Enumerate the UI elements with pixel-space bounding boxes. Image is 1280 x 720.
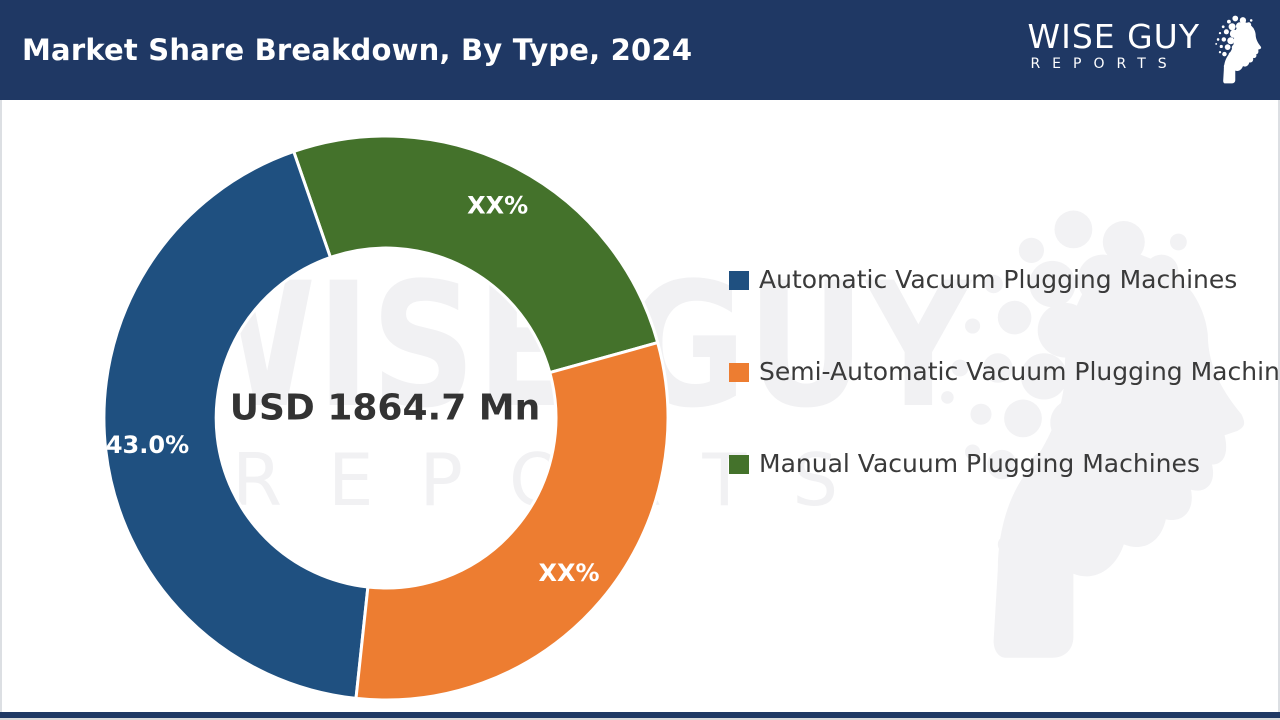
right-border bbox=[1278, 100, 1280, 712]
legend-item-automatic-vacuum-plugging-machines: Automatic Vacuum Plugging Machines bbox=[729, 266, 1237, 294]
legend-label: Semi-Automatic Vacuum Plugging Machines bbox=[759, 357, 1280, 386]
donut-slice-semi-automatic-vacuum-plugging-machines bbox=[354, 341, 670, 702]
wiseguy-head-icon bbox=[1202, 14, 1266, 84]
header-bar: Market Share Breakdown, By Type, 2024 WI… bbox=[0, 0, 1280, 100]
logo-text: WISE GUY REPORTS bbox=[1027, 17, 1200, 73]
legend-swatch-semi-automatic-vacuum-plugging-machines bbox=[729, 362, 749, 382]
footer-bar bbox=[0, 712, 1280, 720]
legend-label: Manual Vacuum Plugging Machines bbox=[759, 449, 1200, 478]
donut-slice-automatic-vacuum-plugging-machines bbox=[102, 150, 370, 700]
wiseguy-logo: WISE GUY REPORTS bbox=[1027, 12, 1266, 84]
slice-label-semi-automatic-vacuum-plugging-machines: XX% bbox=[538, 559, 599, 587]
slice-label-automatic-vacuum-plugging-machines: 43.0% bbox=[106, 431, 189, 459]
donut-center-value: USD 1864.7 Mn bbox=[229, 387, 541, 429]
page-title: Market Share Breakdown, By Type, 2024 bbox=[22, 33, 693, 67]
chart-area: WISE GUY REPORTS XX%43.0%XX% USD 1864.7 … bbox=[0, 100, 1280, 712]
donut-chart: XX% 43.0% XX% bbox=[102, 134, 670, 702]
chart-legend: Automatic Vacuum Plugging Machines Semi-A… bbox=[729, 100, 1280, 712]
legend-item-semi-automatic-vacuum-plugging-machines: Semi-Automatic Vacuum Plugging Machines bbox=[729, 358, 1280, 386]
legend-label: Automatic Vacuum Plugging Machines bbox=[759, 265, 1238, 294]
slice-label-manual-vacuum-plugging-machines: XX% bbox=[467, 192, 528, 220]
logo-subtitle: REPORTS bbox=[1030, 56, 1179, 72]
legend-item-manual-vacuum-plugging-machines: Manual Vacuum Plugging Machines bbox=[729, 450, 1200, 478]
left-border bbox=[0, 100, 2, 712]
donut-slice-manual-vacuum-plugging-machines bbox=[292, 134, 660, 375]
logo-wordmark: WISE GUY bbox=[1027, 17, 1200, 56]
legend-swatch-automatic-vacuum-plugging-machines bbox=[729, 270, 749, 290]
legend-swatch-manual-vacuum-plugging-machines bbox=[729, 454, 749, 474]
